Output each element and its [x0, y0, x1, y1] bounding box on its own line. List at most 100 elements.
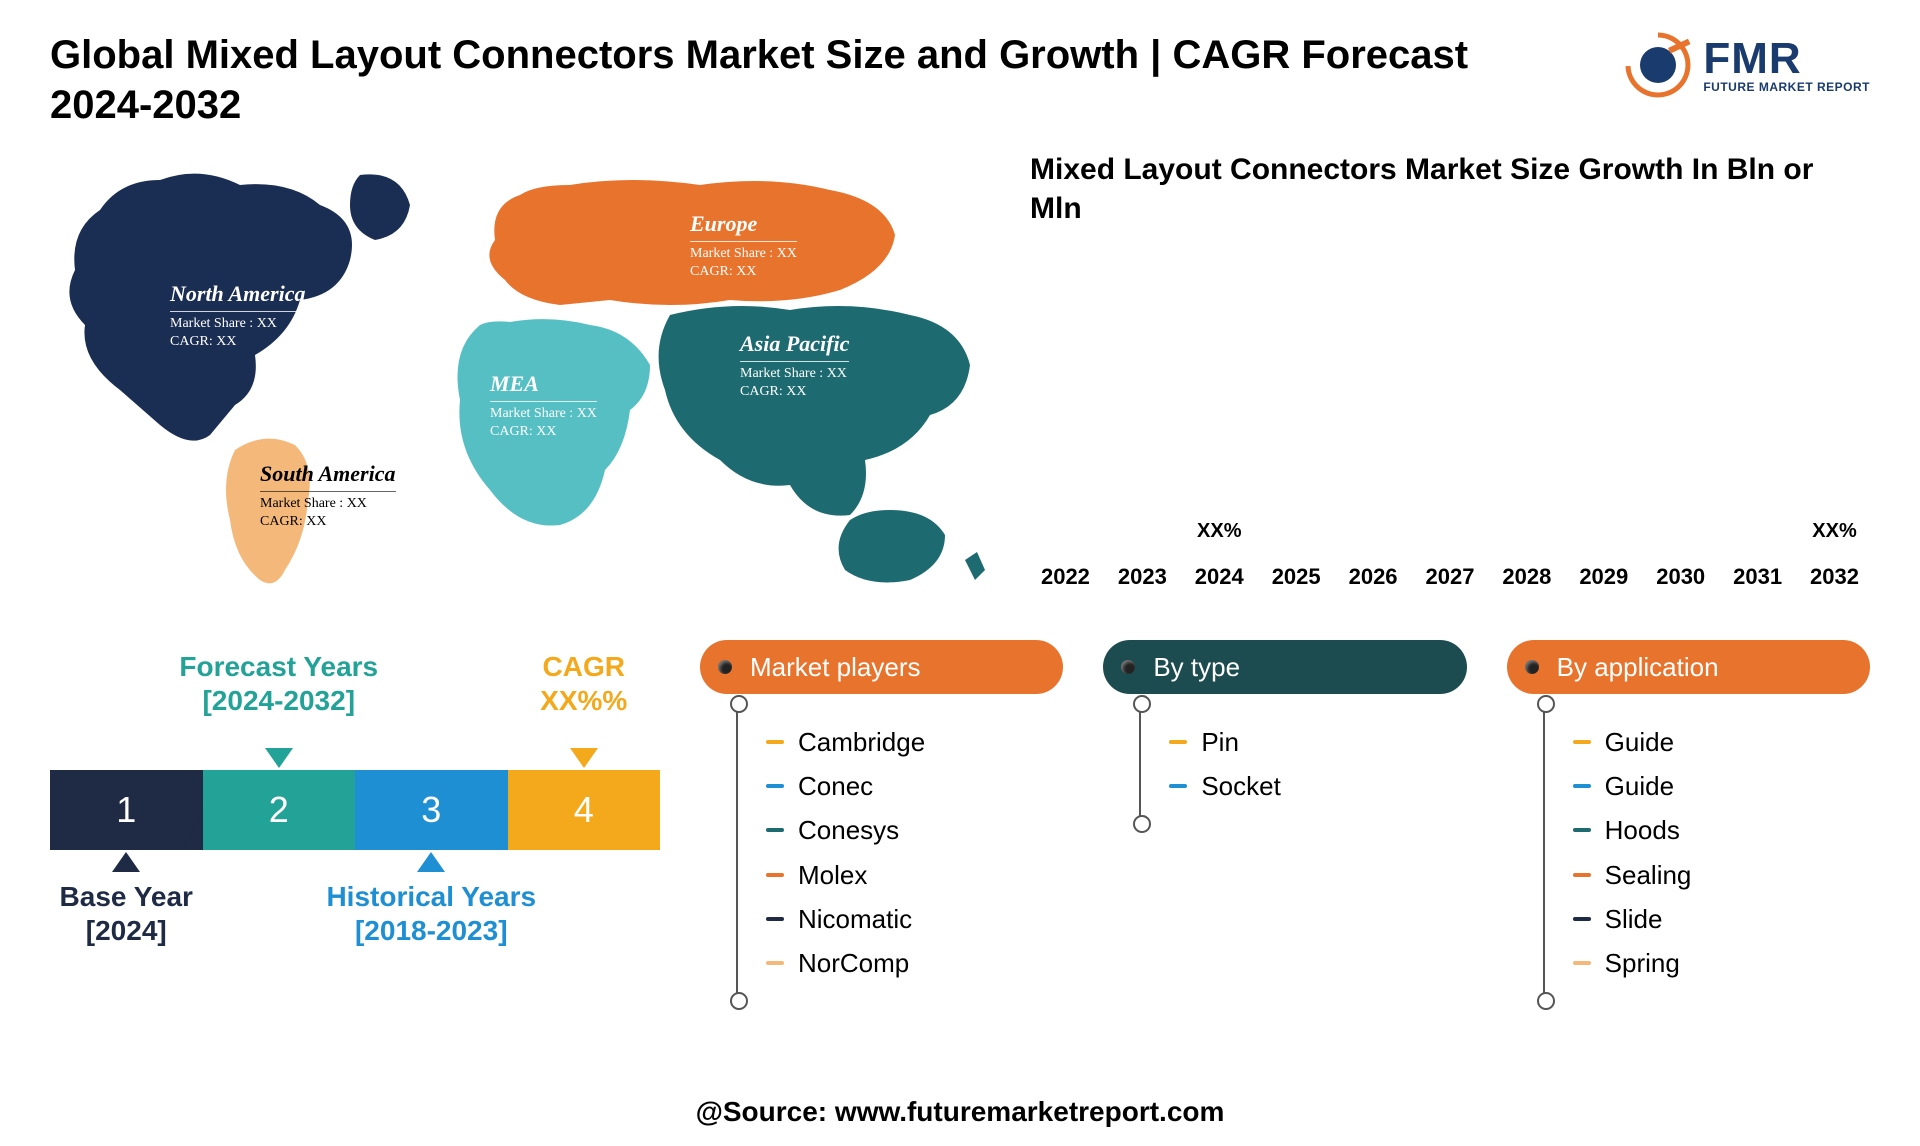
- list-item-label: Hoods: [1605, 808, 1680, 852]
- pill-dot-icon: [1525, 660, 1539, 674]
- triangle-up-icon: [112, 852, 140, 872]
- timeline-segment: 2: [203, 770, 356, 850]
- timeline-segment: 3: [355, 770, 508, 850]
- list-item-label: Cambridge: [798, 720, 925, 764]
- bullet-icon: [766, 961, 784, 965]
- category-application: By application GuideGuideHoodsSealingSli…: [1507, 640, 1870, 1003]
- bar-chart-title: Mixed Layout Connectors Market Size Grow…: [1030, 150, 1870, 228]
- pill-players-label: Market players: [750, 652, 921, 683]
- fmr-logo-text: FMR FUTURE MARKET REPORT: [1703, 37, 1870, 93]
- bullet-icon: [1573, 828, 1591, 832]
- chevron-right-icon: [488, 770, 508, 850]
- list-item-label: Slide: [1605, 897, 1663, 941]
- triangle-up-icon: [417, 852, 445, 872]
- bar-x-label: 2029: [1572, 564, 1635, 590]
- list-item-label: Guide: [1605, 764, 1674, 808]
- region-mea-label: MEA Market Share : XX CAGR: XX: [490, 370, 597, 441]
- bullet-icon: [766, 917, 784, 921]
- region-eu-label: Europe Market Share : XX CAGR: XX: [690, 210, 797, 281]
- chevron-right-icon: [183, 770, 203, 850]
- bar-chart: Mixed Layout Connectors Market Size Grow…: [1030, 150, 1870, 590]
- bullet-icon: [1573, 740, 1591, 744]
- bullet-icon: [1573, 961, 1591, 965]
- bar-x-label: 2031: [1726, 564, 1789, 590]
- region-ap-label: Asia Pacific Market Share : XX CAGR: XX: [740, 330, 849, 401]
- bar-x-label: 2024: [1188, 564, 1251, 590]
- list-item-label: Molex: [798, 853, 867, 897]
- main-row: North America Market Share : XX CAGR: XX…: [50, 150, 1870, 590]
- logo-sub-label: FUTURE MARKET REPORT: [1703, 81, 1870, 93]
- bullet-icon: [1169, 740, 1187, 744]
- timeline-label-cagr: CAGRXX%%: [474, 650, 694, 717]
- pill-type-label: By type: [1153, 652, 1240, 683]
- bar-x-label: 2032: [1803, 564, 1866, 590]
- list-item-label: Conesys: [798, 808, 899, 852]
- list-item-label: Nicomatic: [798, 897, 912, 941]
- list-item: NorComp: [766, 941, 1063, 985]
- list-item: Molex: [766, 853, 1063, 897]
- bar-chart-bars: XX% XX%: [1030, 280, 1870, 550]
- list-players: CambridgeConecConesysMolexNicomaticNorCo…: [736, 702, 1063, 1003]
- bullet-icon: [1573, 917, 1591, 921]
- logo-fmr-label: FMR: [1703, 37, 1870, 81]
- pill-players: Market players: [700, 640, 1063, 694]
- pill-dot-icon: [718, 660, 732, 674]
- timeline-bar: 1234: [50, 770, 660, 850]
- timeline-label-base: Base Year[2024]: [16, 880, 236, 947]
- source-attribution: @Source: www.futuremarketreport.com: [0, 1096, 1920, 1128]
- list-item: Nicomatic: [766, 897, 1063, 941]
- bullet-icon: [766, 828, 784, 832]
- list-item: Pin: [1169, 720, 1466, 764]
- list-item-label: Pin: [1201, 720, 1239, 764]
- bullet-icon: [1573, 873, 1591, 877]
- region-na-greenland: [350, 174, 410, 240]
- triangle-down-icon: [265, 748, 293, 768]
- bullet-icon: [766, 784, 784, 788]
- fmr-logo: FMR FUTURE MARKET REPORT: [1623, 30, 1870, 100]
- region-sa-label: South America Market Share : XX CAGR: XX: [260, 460, 396, 531]
- list-item: Slide: [1573, 897, 1870, 941]
- bottom-row: 1234 Base Year[2024]Forecast Years[2024-…: [50, 640, 1870, 1003]
- list-item: Guide: [1573, 720, 1870, 764]
- timeline-label-forecast: Forecast Years[2024-2032]: [169, 650, 389, 717]
- bar-chart-xaxis: 2022202320242025202620272028202920302031…: [1030, 564, 1870, 590]
- page-title: Global Mixed Layout Connectors Market Si…: [50, 30, 1550, 130]
- list-item-label: Conec: [798, 764, 873, 808]
- list-item-label: Sealing: [1605, 853, 1692, 897]
- bar-annotation: XX%: [1197, 520, 1241, 543]
- bar-x-label: 2025: [1265, 564, 1328, 590]
- bar-x-label: 2030: [1649, 564, 1712, 590]
- timeline-segment: 4: [508, 770, 661, 850]
- list-item: Spring: [1573, 941, 1870, 985]
- category-players: Market players CambridgeConecConesysMole…: [700, 640, 1063, 1003]
- triangle-down-icon: [570, 748, 598, 768]
- list-item: Cambridge: [766, 720, 1063, 764]
- bullet-icon: [766, 873, 784, 877]
- list-item: Socket: [1169, 764, 1466, 808]
- list-item-label: Socket: [1201, 764, 1281, 808]
- header: Global Mixed Layout Connectors Market Si…: [50, 30, 1870, 130]
- list-item: Guide: [1573, 764, 1870, 808]
- list-item: Conec: [766, 764, 1063, 808]
- world-map: North America Market Share : XX CAGR: XX…: [50, 150, 1000, 590]
- list-type: PinSocket: [1139, 702, 1466, 826]
- fmr-logo-icon: [1623, 30, 1693, 100]
- region-ap-nz: [965, 552, 985, 580]
- list-item-label: Spring: [1605, 941, 1680, 985]
- bullet-icon: [1169, 784, 1187, 788]
- chevron-right-icon: [335, 770, 355, 850]
- pill-application: By application: [1507, 640, 1870, 694]
- list-application: GuideGuideHoodsSealingSlideSpring: [1543, 702, 1870, 1003]
- pill-type: By type: [1103, 640, 1466, 694]
- bar-x-label: 2028: [1495, 564, 1558, 590]
- timeline: 1234 Base Year[2024]Forecast Years[2024-…: [50, 640, 660, 980]
- list-item: Hoods: [1573, 808, 1870, 852]
- region-ap-aus: [839, 510, 945, 582]
- bar-annotation: XX%: [1812, 520, 1856, 543]
- list-item: Sealing: [1573, 853, 1870, 897]
- bullet-icon: [1573, 784, 1591, 788]
- timeline-segment: 1: [50, 770, 203, 850]
- bullet-icon: [766, 740, 784, 744]
- list-item-label: Guide: [1605, 720, 1674, 764]
- region-na-label: North America Market Share : XX CAGR: XX: [170, 280, 305, 351]
